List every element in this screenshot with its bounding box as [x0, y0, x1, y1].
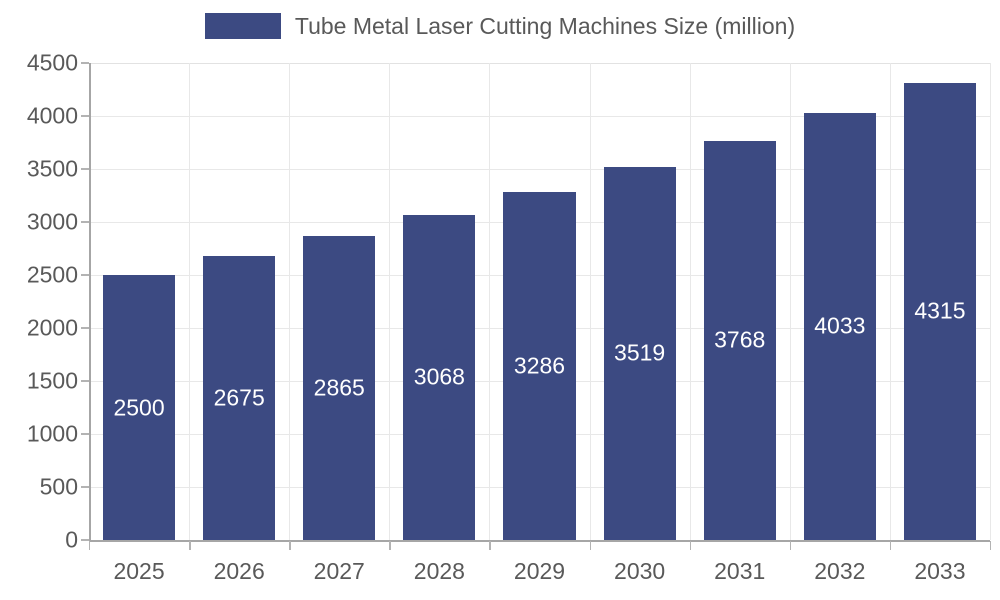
y-tick-label: 1000	[26, 420, 78, 447]
gridline-vertical	[990, 63, 991, 540]
x-tick-label: 2027	[313, 558, 365, 584]
y-tick-mark	[81, 486, 89, 488]
bar[interactable]	[203, 256, 276, 540]
x-tick-mark	[589, 541, 591, 550]
y-axis-ticks: 0 500 1000 1500 2000 2500 3000 3500 4000 4500	[0, 0, 78, 600]
x-tick-label: 2032	[814, 558, 866, 584]
y-tick-label: 4000	[26, 102, 78, 129]
y-tick-mark	[81, 380, 89, 382]
y-tick-mark	[81, 274, 89, 276]
bar[interactable]	[803, 112, 876, 540]
gridline-vertical	[890, 63, 891, 540]
x-tick-label: 2033	[914, 558, 966, 584]
y-tick-mark	[81, 221, 89, 223]
legend-item[interactable]: Tube Metal Laser Cutting Machines Size (…	[204, 12, 796, 39]
bar[interactable]	[903, 82, 976, 540]
bar[interactable]	[703, 140, 776, 540]
x-tick-label: 2025	[113, 558, 165, 584]
gridline-horizontal	[89, 63, 990, 64]
gridline-vertical	[389, 63, 390, 540]
gridline-vertical	[690, 63, 691, 540]
legend-label: Tube Metal Laser Cutting Machines Size (…	[294, 12, 796, 39]
x-tick-mark	[489, 541, 491, 550]
y-tick-mark	[81, 327, 89, 329]
y-tick-label: 0	[65, 526, 78, 553]
y-tick-mark	[81, 168, 89, 170]
y-tick-label: 500	[39, 473, 78, 500]
y-tick-mark	[81, 539, 89, 541]
x-tick-label: 2030	[614, 558, 666, 584]
gridline-vertical	[590, 63, 591, 540]
y-tick-label: 4500	[26, 49, 78, 76]
y-tick-label: 2000	[26, 314, 78, 341]
gridline-horizontal	[89, 116, 990, 117]
x-tick-mark	[990, 541, 992, 550]
x-axis-spine	[89, 540, 990, 542]
y-tick-label: 1500	[26, 367, 78, 394]
gridline-vertical	[289, 63, 290, 540]
gridline-vertical	[189, 63, 190, 540]
gridline-vertical	[790, 63, 791, 540]
bar[interactable]	[603, 166, 676, 540]
x-tick-mark	[89, 541, 91, 550]
x-tick-mark	[689, 541, 692, 550]
y-axis-spine	[89, 63, 91, 540]
y-tick-mark	[81, 62, 89, 64]
x-tick-mark	[289, 541, 291, 550]
gridline-horizontal	[89, 169, 990, 170]
gridline-vertical	[489, 63, 490, 540]
x-tick-label: 2031	[714, 558, 766, 584]
y-tick-mark	[81, 433, 89, 435]
bar[interactable]	[403, 214, 476, 540]
y-tick-label: 2500	[26, 261, 78, 288]
x-tick-mark	[189, 541, 191, 550]
x-tick-label: 2028	[413, 558, 465, 584]
y-tick-label: 3000	[26, 208, 78, 235]
x-tick-mark	[389, 541, 391, 550]
bar[interactable]	[103, 275, 176, 540]
x-tick-mark	[889, 541, 892, 550]
x-tick-mark	[789, 541, 792, 550]
bar[interactable]	[503, 191, 576, 540]
x-tick-label: 2026	[213, 558, 265, 584]
bar[interactable]	[303, 236, 376, 540]
legend-color-swatch	[204, 13, 281, 39]
y-tick-label: 3500	[26, 155, 78, 182]
x-tick-label: 2029	[513, 558, 566, 584]
chart-legend: Tube Metal Laser Cutting Machines Size (…	[0, 0, 1000, 52]
y-tick-mark	[81, 115, 89, 117]
